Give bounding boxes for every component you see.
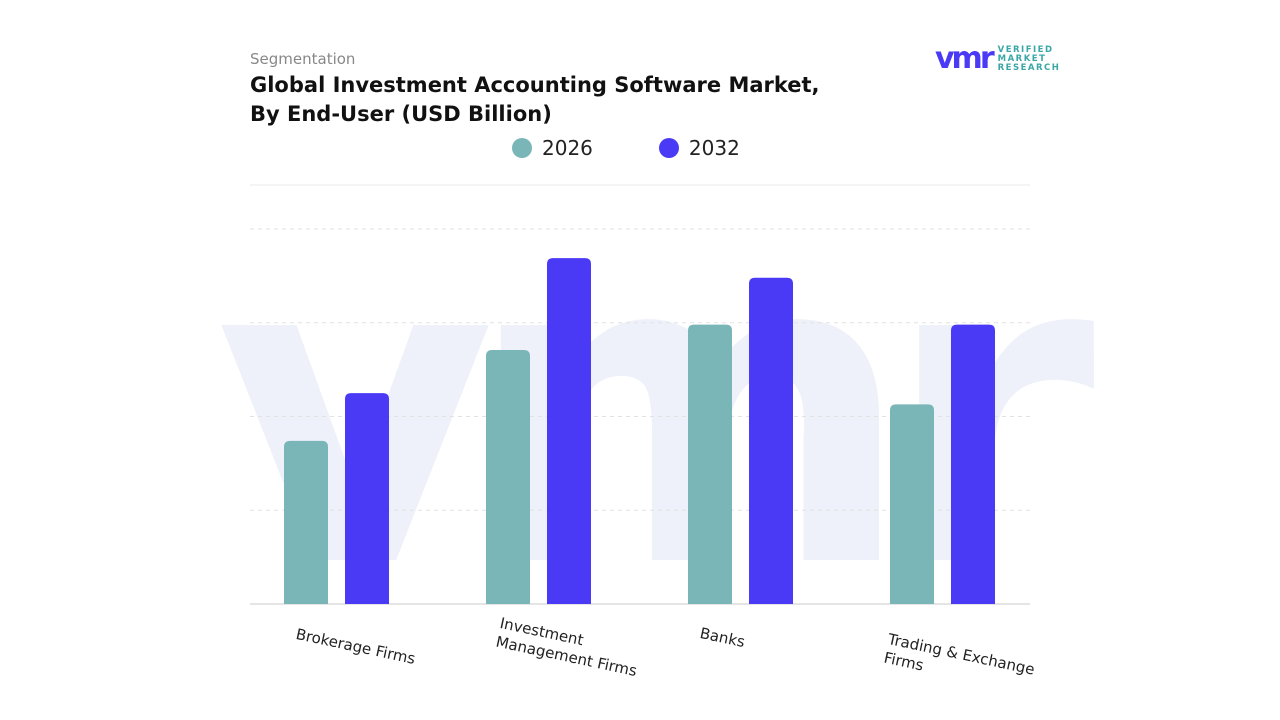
legend-item-2032: 2032 bbox=[658, 136, 740, 160]
bar-2026-0 bbox=[284, 440, 328, 604]
bar-2032-3 bbox=[951, 324, 995, 604]
legend-item-2026: 2026 bbox=[512, 136, 593, 160]
bar-2026-3 bbox=[890, 404, 934, 604]
bar-2032-1 bbox=[547, 258, 591, 604]
bar-2026-2 bbox=[688, 324, 732, 604]
vmr-logo: vmr VERIFIED MARKET RESEARCH bbox=[935, 41, 1061, 76]
bar-2032-0 bbox=[345, 393, 389, 604]
bar-2026-1 bbox=[486, 349, 530, 604]
chart-title: Global Investment Accounting Software Ma… bbox=[250, 73, 820, 126]
legend: 2026 2032 bbox=[512, 136, 740, 160]
bar-2032-2 bbox=[749, 277, 793, 604]
segment-label: Segmentation bbox=[250, 50, 356, 68]
